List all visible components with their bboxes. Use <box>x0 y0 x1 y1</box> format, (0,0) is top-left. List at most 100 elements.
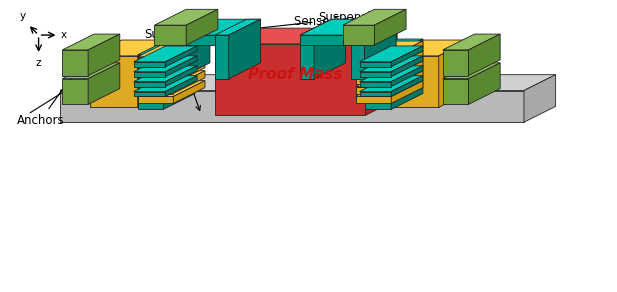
Polygon shape <box>342 25 375 45</box>
Polygon shape <box>138 71 205 86</box>
Polygon shape <box>60 75 556 91</box>
Polygon shape <box>355 61 423 77</box>
Polygon shape <box>375 9 406 45</box>
Polygon shape <box>391 56 423 77</box>
Polygon shape <box>229 19 260 45</box>
Polygon shape <box>134 62 165 67</box>
Polygon shape <box>300 35 365 45</box>
Polygon shape <box>391 51 423 74</box>
Polygon shape <box>186 9 218 45</box>
Polygon shape <box>365 55 391 109</box>
Polygon shape <box>355 71 423 86</box>
Polygon shape <box>443 50 468 76</box>
Polygon shape <box>365 19 396 45</box>
Polygon shape <box>138 77 173 84</box>
Polygon shape <box>138 57 173 64</box>
Text: Sense Fingers: Sense Fingers <box>294 15 376 89</box>
Polygon shape <box>138 40 169 107</box>
Text: Proof Mass: Proof Mass <box>248 67 342 82</box>
Polygon shape <box>138 61 205 77</box>
Polygon shape <box>134 46 197 62</box>
Polygon shape <box>164 41 178 79</box>
Polygon shape <box>164 39 195 109</box>
Polygon shape <box>138 96 173 103</box>
Polygon shape <box>391 76 423 96</box>
Polygon shape <box>88 63 120 105</box>
Text: x: x <box>60 30 67 40</box>
Polygon shape <box>365 39 423 55</box>
Polygon shape <box>391 40 470 56</box>
Polygon shape <box>391 66 423 86</box>
Polygon shape <box>342 9 406 25</box>
Polygon shape <box>173 51 205 74</box>
Polygon shape <box>165 56 197 77</box>
Polygon shape <box>439 40 470 107</box>
Polygon shape <box>365 28 397 115</box>
Text: Anchors: Anchors <box>17 76 72 127</box>
Polygon shape <box>215 44 365 115</box>
Polygon shape <box>468 63 500 105</box>
Polygon shape <box>165 76 197 96</box>
Polygon shape <box>90 56 138 107</box>
Polygon shape <box>134 66 197 82</box>
Polygon shape <box>134 82 165 86</box>
Text: y: y <box>20 11 26 21</box>
Polygon shape <box>443 34 500 50</box>
Polygon shape <box>360 46 423 62</box>
Polygon shape <box>173 81 205 103</box>
Polygon shape <box>360 82 391 86</box>
Polygon shape <box>138 41 205 57</box>
Polygon shape <box>62 50 88 76</box>
Polygon shape <box>165 46 197 67</box>
Polygon shape <box>360 62 391 67</box>
Polygon shape <box>138 67 173 74</box>
Polygon shape <box>173 61 205 84</box>
Polygon shape <box>524 75 556 122</box>
Polygon shape <box>215 35 229 79</box>
Polygon shape <box>88 34 120 76</box>
Polygon shape <box>355 96 391 103</box>
Polygon shape <box>355 51 423 67</box>
Polygon shape <box>134 91 165 96</box>
Polygon shape <box>138 86 173 93</box>
Polygon shape <box>355 86 391 93</box>
Polygon shape <box>215 19 260 35</box>
Polygon shape <box>138 39 195 55</box>
Polygon shape <box>62 34 120 50</box>
Polygon shape <box>360 72 391 77</box>
Polygon shape <box>154 9 218 25</box>
Polygon shape <box>360 76 423 91</box>
Polygon shape <box>300 19 346 35</box>
Polygon shape <box>391 56 439 107</box>
Polygon shape <box>355 57 391 64</box>
Polygon shape <box>350 25 396 41</box>
Polygon shape <box>355 77 391 84</box>
Polygon shape <box>468 34 500 76</box>
Polygon shape <box>62 79 88 105</box>
Polygon shape <box>138 51 205 67</box>
Text: Suspensions: Suspensions <box>180 11 391 39</box>
Polygon shape <box>360 66 423 82</box>
Polygon shape <box>134 72 165 77</box>
Polygon shape <box>391 41 423 64</box>
Polygon shape <box>173 41 205 64</box>
Polygon shape <box>360 91 391 96</box>
Polygon shape <box>391 61 423 84</box>
Polygon shape <box>355 67 391 74</box>
Polygon shape <box>391 71 423 93</box>
Text: z: z <box>36 58 41 68</box>
Polygon shape <box>360 56 423 72</box>
Polygon shape <box>164 25 210 41</box>
Polygon shape <box>173 71 205 93</box>
Polygon shape <box>164 19 260 35</box>
Polygon shape <box>443 79 468 105</box>
Polygon shape <box>391 46 423 67</box>
Polygon shape <box>391 39 423 109</box>
Polygon shape <box>138 55 164 109</box>
Polygon shape <box>165 66 197 86</box>
Polygon shape <box>300 19 396 35</box>
Polygon shape <box>355 81 423 96</box>
Polygon shape <box>134 56 197 72</box>
Polygon shape <box>62 63 120 79</box>
Polygon shape <box>178 25 210 79</box>
